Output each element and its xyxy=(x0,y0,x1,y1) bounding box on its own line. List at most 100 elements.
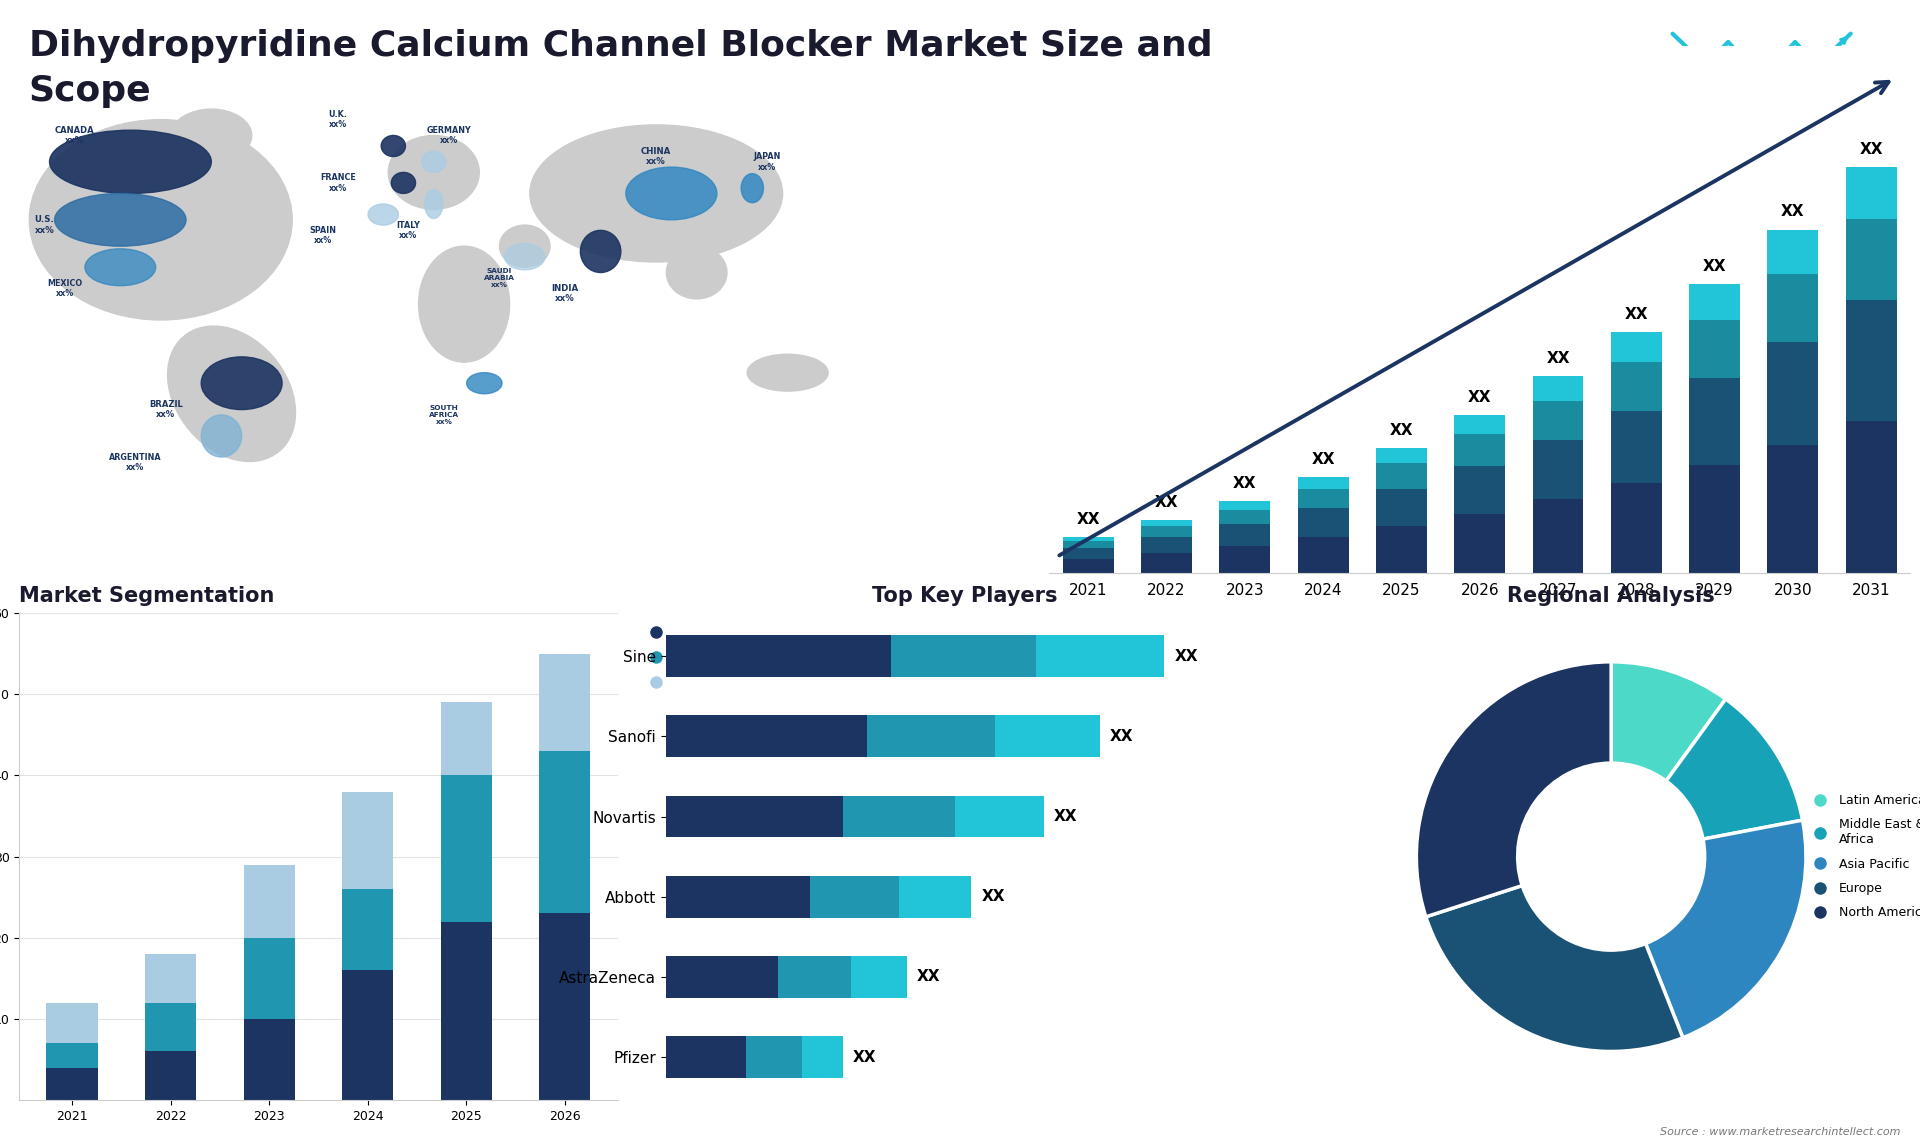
Wedge shape xyxy=(1417,661,1611,917)
Bar xyxy=(46,1043,98,1068)
Bar xyxy=(1064,548,1114,558)
Bar xyxy=(342,971,394,1100)
Legend: Type, Application, Geography: Type, Application, Geography xyxy=(637,620,760,696)
Ellipse shape xyxy=(392,172,415,194)
Bar xyxy=(540,913,591,1100)
Text: XX: XX xyxy=(1175,649,1198,664)
Text: SAUDI
ARABIA
xx%: SAUDI ARABIA xx% xyxy=(484,268,515,288)
Ellipse shape xyxy=(202,356,282,409)
Text: INDIA
xx%: INDIA xx% xyxy=(551,284,578,304)
Bar xyxy=(1064,541,1114,548)
Text: ARGENTINA
xx%: ARGENTINA xx% xyxy=(109,453,161,472)
Text: RESEARCH: RESEARCH xyxy=(1726,103,1797,116)
Text: JAPAN
xx%: JAPAN xx% xyxy=(755,152,781,172)
Ellipse shape xyxy=(202,415,242,457)
Bar xyxy=(146,1003,196,1052)
Ellipse shape xyxy=(666,246,728,299)
Bar xyxy=(1140,520,1192,526)
Text: BRAZIL
xx%: BRAZIL xx% xyxy=(150,400,182,419)
Title: Regional Analysis: Regional Analysis xyxy=(1507,586,1715,606)
Ellipse shape xyxy=(388,135,480,210)
Text: INTELLECT: INTELLECT xyxy=(1726,126,1797,139)
Text: SPAIN
xx%: SPAIN xx% xyxy=(309,226,336,245)
Text: XX: XX xyxy=(1859,142,1884,157)
Bar xyxy=(866,715,995,758)
Ellipse shape xyxy=(84,249,156,285)
Bar xyxy=(442,702,492,776)
Bar xyxy=(1377,488,1427,526)
Ellipse shape xyxy=(530,125,783,262)
Bar xyxy=(1377,448,1427,463)
Bar xyxy=(666,635,891,677)
Wedge shape xyxy=(1427,886,1682,1051)
Bar xyxy=(666,715,866,758)
Text: FRANCE
xx%: FRANCE xx% xyxy=(321,173,355,193)
Bar xyxy=(1845,422,1897,573)
Ellipse shape xyxy=(747,354,828,391)
Bar xyxy=(1298,537,1348,573)
Text: XX: XX xyxy=(1624,307,1647,322)
Bar xyxy=(843,795,954,838)
Text: XX: XX xyxy=(1311,452,1334,466)
Ellipse shape xyxy=(54,194,186,246)
Bar xyxy=(1140,552,1192,573)
Ellipse shape xyxy=(580,230,620,273)
Bar xyxy=(1690,284,1740,321)
Text: XX: XX xyxy=(1054,809,1077,824)
Bar xyxy=(540,751,591,913)
Bar xyxy=(1690,321,1740,378)
Bar xyxy=(1611,332,1663,362)
Bar xyxy=(46,1068,98,1100)
Bar xyxy=(1768,274,1818,343)
Ellipse shape xyxy=(422,151,445,172)
Ellipse shape xyxy=(50,131,211,194)
Bar xyxy=(1845,219,1897,300)
Text: SOUTH
AFRICA
xx%: SOUTH AFRICA xx% xyxy=(428,405,459,425)
Ellipse shape xyxy=(369,204,397,225)
Text: Market Segmentation: Market Segmentation xyxy=(19,586,275,606)
Bar xyxy=(1611,410,1663,482)
Ellipse shape xyxy=(626,167,716,220)
Text: XX: XX xyxy=(1233,476,1256,490)
Bar xyxy=(891,635,1035,677)
Bar xyxy=(1219,501,1271,510)
Bar xyxy=(1453,434,1505,466)
Wedge shape xyxy=(1611,661,1726,780)
Text: U.S.
xx%: U.S. xx% xyxy=(35,215,54,235)
Bar xyxy=(1768,229,1818,274)
Bar xyxy=(540,653,591,751)
Text: CANADA
xx%: CANADA xx% xyxy=(56,126,94,146)
Bar xyxy=(666,1036,747,1078)
Ellipse shape xyxy=(29,119,292,320)
Bar xyxy=(1140,526,1192,537)
Text: MARKET: MARKET xyxy=(1734,79,1789,93)
Bar xyxy=(1845,300,1897,422)
Bar xyxy=(1219,510,1271,524)
Bar xyxy=(1532,376,1584,401)
Ellipse shape xyxy=(419,246,509,362)
Bar xyxy=(1298,488,1348,508)
Ellipse shape xyxy=(171,109,252,162)
Ellipse shape xyxy=(382,135,405,157)
Text: CHINA
xx%: CHINA xx% xyxy=(641,147,672,166)
Bar xyxy=(778,956,851,998)
Text: Dihydropyridine Calcium Channel Blocker Market Size and: Dihydropyridine Calcium Channel Blocker … xyxy=(29,29,1212,63)
Text: XX: XX xyxy=(981,889,1004,904)
Bar xyxy=(46,1003,98,1043)
Text: XX: XX xyxy=(1782,204,1805,219)
Bar xyxy=(442,776,492,921)
Bar xyxy=(1377,526,1427,573)
Text: XX: XX xyxy=(1110,729,1133,744)
Text: XX: XX xyxy=(918,970,941,984)
Bar xyxy=(1690,465,1740,573)
Text: XX: XX xyxy=(1469,390,1492,405)
Bar xyxy=(1377,463,1427,488)
Bar xyxy=(1064,537,1114,541)
Text: XX: XX xyxy=(1546,351,1571,366)
Bar xyxy=(342,889,394,971)
Text: XX: XX xyxy=(1077,512,1100,527)
Text: Scope: Scope xyxy=(29,74,152,109)
Bar xyxy=(1532,401,1584,440)
Text: MEXICO
xx%: MEXICO xx% xyxy=(48,278,83,298)
Bar xyxy=(899,876,972,918)
